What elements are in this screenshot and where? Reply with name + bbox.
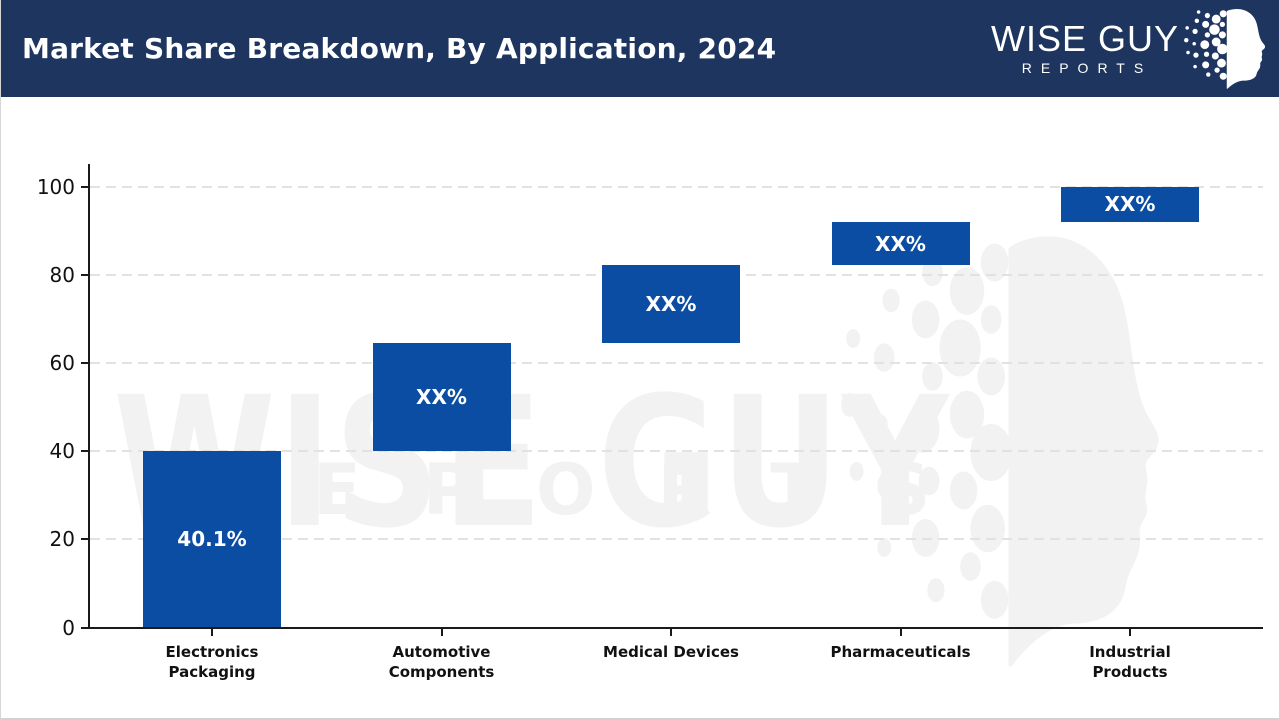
bar-automotive-components: XX% <box>372 343 511 451</box>
y-tick-mark-40 <box>81 450 89 453</box>
gridline-100 <box>90 185 1263 188</box>
bar-value-label: XX% <box>416 385 467 410</box>
y-tick-label-80: 80 <box>49 262 75 287</box>
chart-area: WISE GUY REPORTS 0 20 40 60 80 100 40.1% Electr… <box>1 97 1279 718</box>
category-label-line: Medical Devices <box>603 642 739 661</box>
brand-subtitle: REPORTS <box>1021 60 1153 76</box>
category-label-line: Packaging <box>168 662 256 681</box>
x-tick-mark-2 <box>670 628 672 636</box>
category-label-line: Industrial <box>1089 642 1171 661</box>
y-tick-label-40: 40 <box>49 439 75 464</box>
bar-value-label: XX% <box>1104 192 1156 217</box>
y-tick-mark-80 <box>81 273 89 276</box>
category-label-2: Medical Devices <box>556 642 786 662</box>
y-tick-mark-100 <box>81 185 89 188</box>
bar-value-label: XX% <box>645 292 697 317</box>
x-tick-mark-0 <box>211 628 213 636</box>
y-tick-mark-0 <box>81 626 89 629</box>
watermark-text-line2: REPORTS <box>197 449 993 531</box>
category-label-line: Automotive <box>392 642 491 661</box>
y-tick-mark-20 <box>81 538 89 541</box>
y-tick-label-60: 60 <box>49 350 75 375</box>
category-label-0: Electronics Packaging <box>97 642 327 683</box>
bar-medical-devices: XX% <box>602 265 740 344</box>
bar-electronics-packaging: 40.1% <box>143 450 281 628</box>
category-label-line: Electronics <box>165 642 259 661</box>
category-label-1: Automotive Components <box>327 642 557 683</box>
brand-name: WISE GUY <box>990 18 1179 59</box>
category-label-3: Pharmaceuticals <box>786 642 1016 662</box>
category-label-line: Products <box>1092 662 1168 681</box>
brand-logo: WISE GUY REPORTS <box>991 5 1269 93</box>
bar-pharmaceuticals: XX% <box>831 222 970 266</box>
category-label-line: Pharmaceuticals <box>830 642 971 661</box>
head-profile-dots-icon <box>1184 8 1266 89</box>
x-tick-mark-4 <box>1129 628 1131 636</box>
y-tick-label-20: 20 <box>49 527 75 552</box>
y-tick-mark-60 <box>81 361 89 364</box>
category-label-4: Industrial Products <box>1015 642 1245 683</box>
page-title: Market Share Breakdown, By Application, … <box>22 32 777 65</box>
bar-value-label: XX% <box>875 231 926 256</box>
category-label-line: Components <box>388 662 495 681</box>
y-tick-label-0: 0 <box>62 615 75 640</box>
brand-logo-text: WISE GUY REPORTS <box>990 18 1179 77</box>
x-axis-spine <box>88 626 1263 629</box>
header-bar: Market Share Breakdown, By Application, … <box>1 0 1279 97</box>
gridline-20 <box>90 538 1263 541</box>
bar-industrial-products: XX% <box>1061 186 1199 223</box>
gridline-60 <box>90 361 1263 364</box>
y-axis-spine <box>88 164 90 629</box>
x-tick-mark-3 <box>899 628 902 636</box>
gridline-40 <box>90 450 1263 453</box>
x-tick-mark-1 <box>440 628 443 636</box>
watermark-head-profile-dots-icon <box>841 236 1159 667</box>
y-tick-label-100: 100 <box>36 174 75 199</box>
bar-value-label: 40.1% <box>177 527 247 552</box>
